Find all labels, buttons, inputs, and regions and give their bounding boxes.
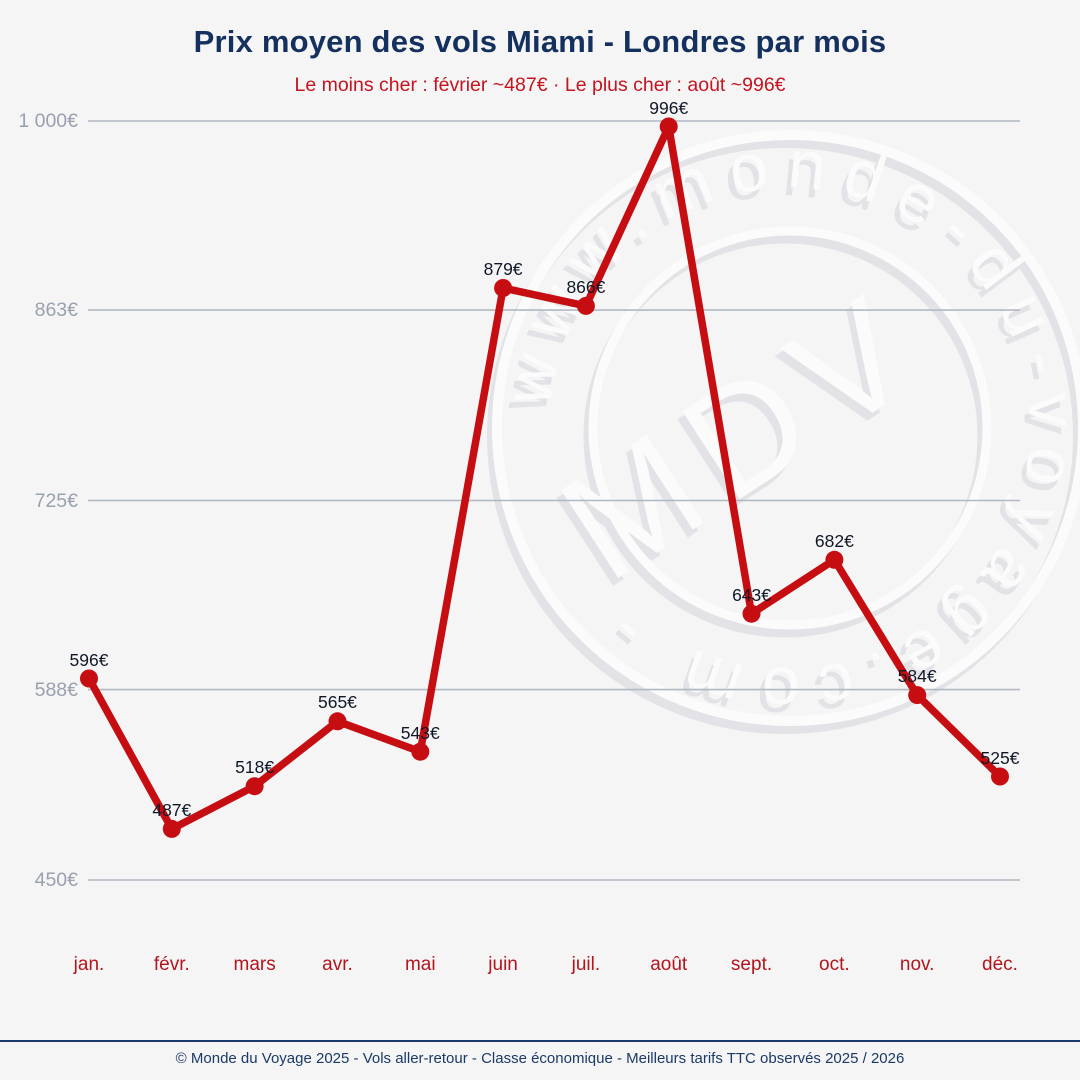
- data-point-label: 643€: [732, 584, 771, 605]
- y-axis-label: 588€: [34, 678, 78, 701]
- data-point-label: 596€: [69, 649, 109, 670]
- data-point-dot: [908, 686, 927, 705]
- data-point-dot: [825, 550, 844, 569]
- x-axis-label: juil.: [571, 954, 601, 975]
- data-point-label: 996€: [649, 97, 689, 118]
- data-point-dot: [80, 669, 98, 688]
- x-axis-label: jan.: [73, 954, 105, 975]
- data-point-dot: [328, 712, 347, 731]
- data-point-label: 518€: [235, 757, 275, 778]
- data-point-dot: [991, 767, 1009, 786]
- footer-divider: [0, 1040, 1080, 1042]
- data-point-label: 682€: [814, 530, 854, 551]
- watermark-inner-ring: [583, 234, 987, 638]
- data-point-label: 879€: [483, 258, 523, 279]
- x-axis-label: déc.: [982, 954, 1018, 975]
- data-point-dot: [162, 819, 181, 838]
- x-axis-label: avr.: [322, 954, 353, 975]
- x-axis-label: sept.: [730, 954, 773, 975]
- watermark-outer-ring: [492, 130, 1080, 726]
- y-axis-label: 863€: [34, 299, 78, 322]
- chart-title: Prix moyen des vols Miami - Londres par …: [193, 24, 887, 59]
- data-point-dot: [659, 117, 678, 136]
- data-point-dot: [494, 279, 513, 297]
- price-line: [85, 122, 1004, 833]
- x-axis-label: août: [650, 954, 688, 975]
- gridlines: [88, 120, 1020, 881]
- chart-subtitle: Le moins cher : février ~487€ · Le plus …: [294, 74, 786, 96]
- price-series: [80, 117, 1009, 838]
- y-axis-label: 1 000€: [18, 110, 78, 132]
- footer-text: © Monde du Voyage 2025 - Vols aller-reto…: [175, 1050, 905, 1067]
- data-point-label: 487€: [152, 799, 192, 820]
- x-axis-label: mars: [233, 954, 276, 975]
- x-axis-label: oct.: [819, 954, 850, 975]
- y-axis-label: 450€: [34, 869, 78, 891]
- watermark: www.monde-du-voyage.com - MDVwww.monde-d…: [484, 126, 1080, 738]
- x-axis-label: nov.: [899, 954, 935, 975]
- data-point-dot: [245, 777, 264, 796]
- data-point-label: 584€: [897, 666, 937, 687]
- data-point-label: 543€: [400, 722, 440, 743]
- x-axis-label: mai: [404, 954, 436, 975]
- data-point-dot: [411, 742, 430, 761]
- x-axis-label: févr.: [153, 954, 190, 975]
- x-axis-label: juin: [488, 954, 518, 975]
- data-point-dot: [576, 296, 595, 315]
- data-point-label: 866€: [566, 276, 606, 297]
- data-point-label: 525€: [980, 747, 1020, 768]
- data-point-label: 565€: [317, 692, 357, 713]
- data-point-dot: [742, 604, 761, 623]
- y-axis-label: 725€: [34, 489, 78, 512]
- watermark-inner-ring: [588, 226, 992, 630]
